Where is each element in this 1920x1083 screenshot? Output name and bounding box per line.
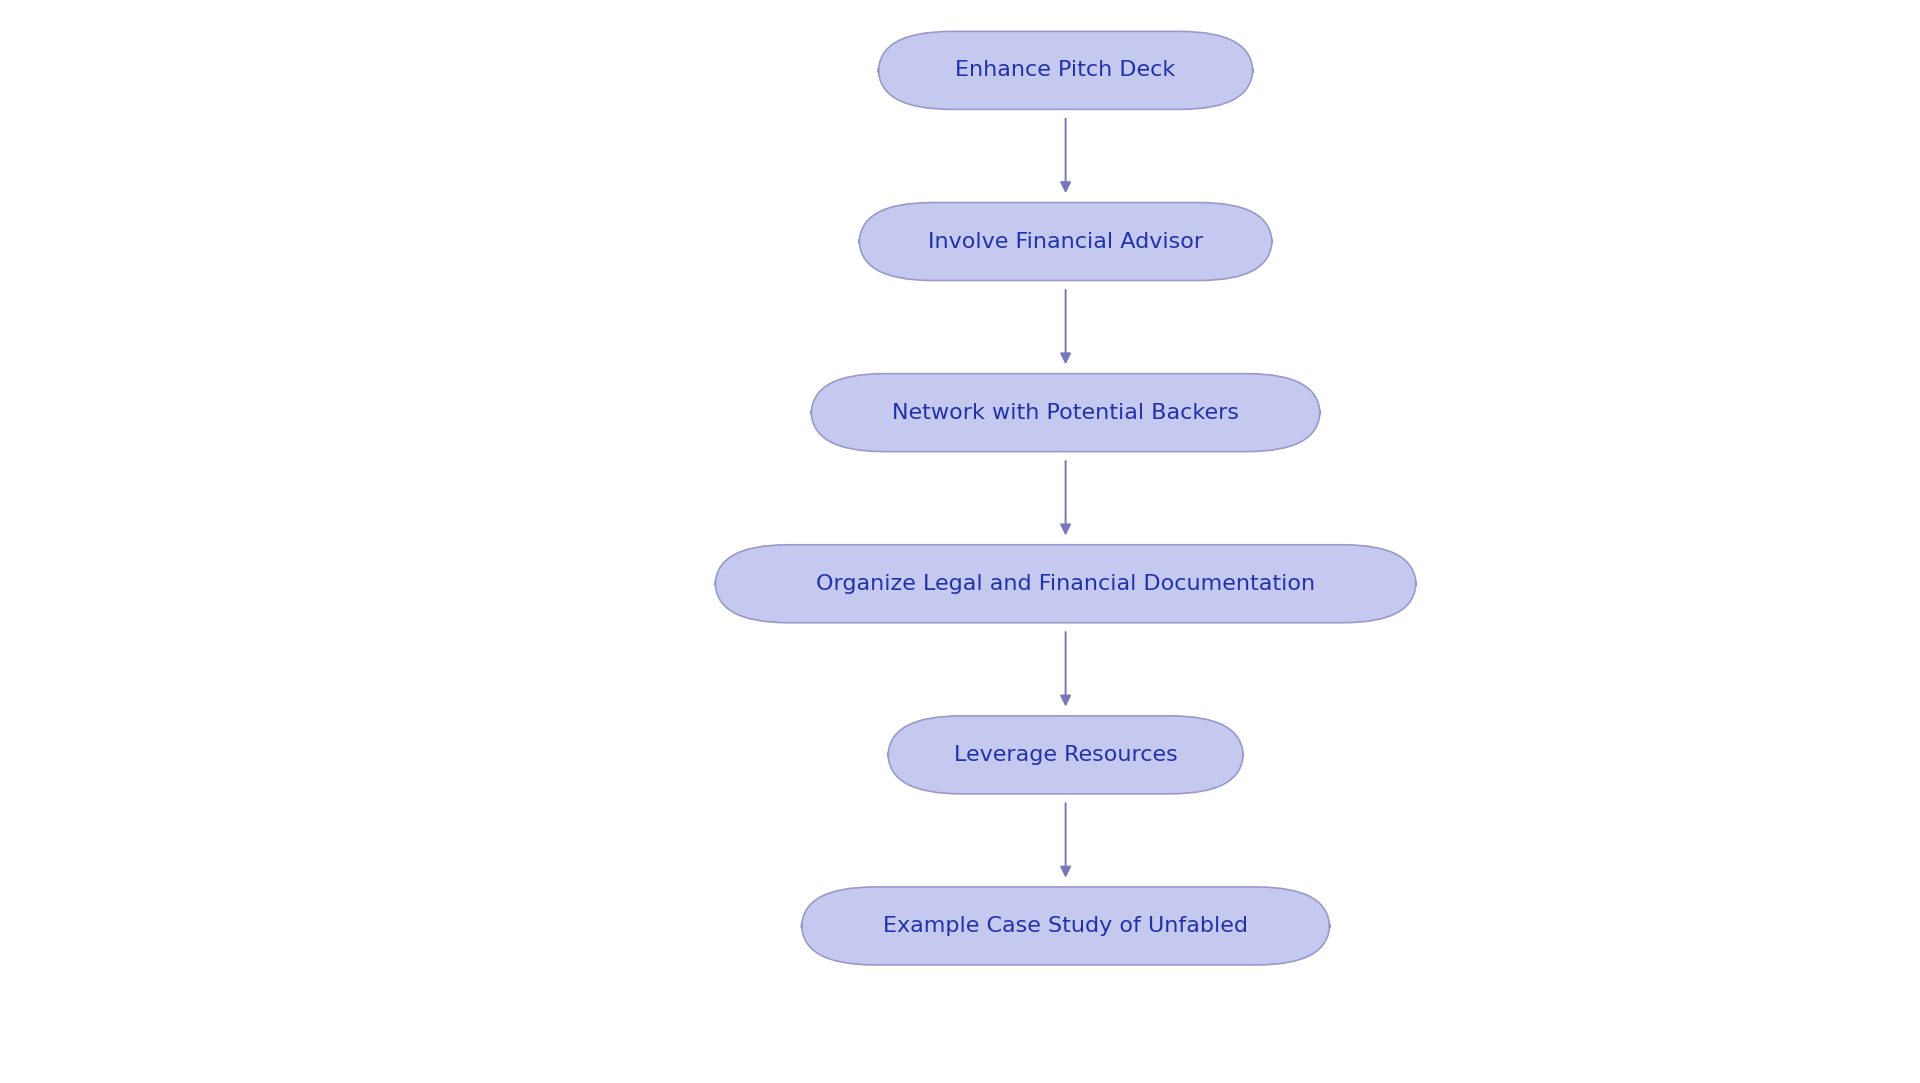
FancyBboxPatch shape: [803, 887, 1331, 965]
Text: Organize Legal and Financial Documentation: Organize Legal and Financial Documentati…: [816, 574, 1315, 593]
Text: Enhance Pitch Deck: Enhance Pitch Deck: [956, 61, 1175, 80]
Text: Involve Financial Advisor: Involve Financial Advisor: [927, 232, 1204, 251]
FancyBboxPatch shape: [879, 31, 1254, 109]
Text: Network with Potential Backers: Network with Potential Backers: [893, 403, 1238, 422]
Text: Example Case Study of Unfabled: Example Case Study of Unfabled: [883, 916, 1248, 936]
Text: Leverage Resources: Leverage Resources: [954, 745, 1177, 765]
FancyBboxPatch shape: [714, 545, 1417, 623]
FancyBboxPatch shape: [812, 374, 1321, 452]
FancyBboxPatch shape: [860, 203, 1273, 280]
FancyBboxPatch shape: [887, 716, 1242, 794]
